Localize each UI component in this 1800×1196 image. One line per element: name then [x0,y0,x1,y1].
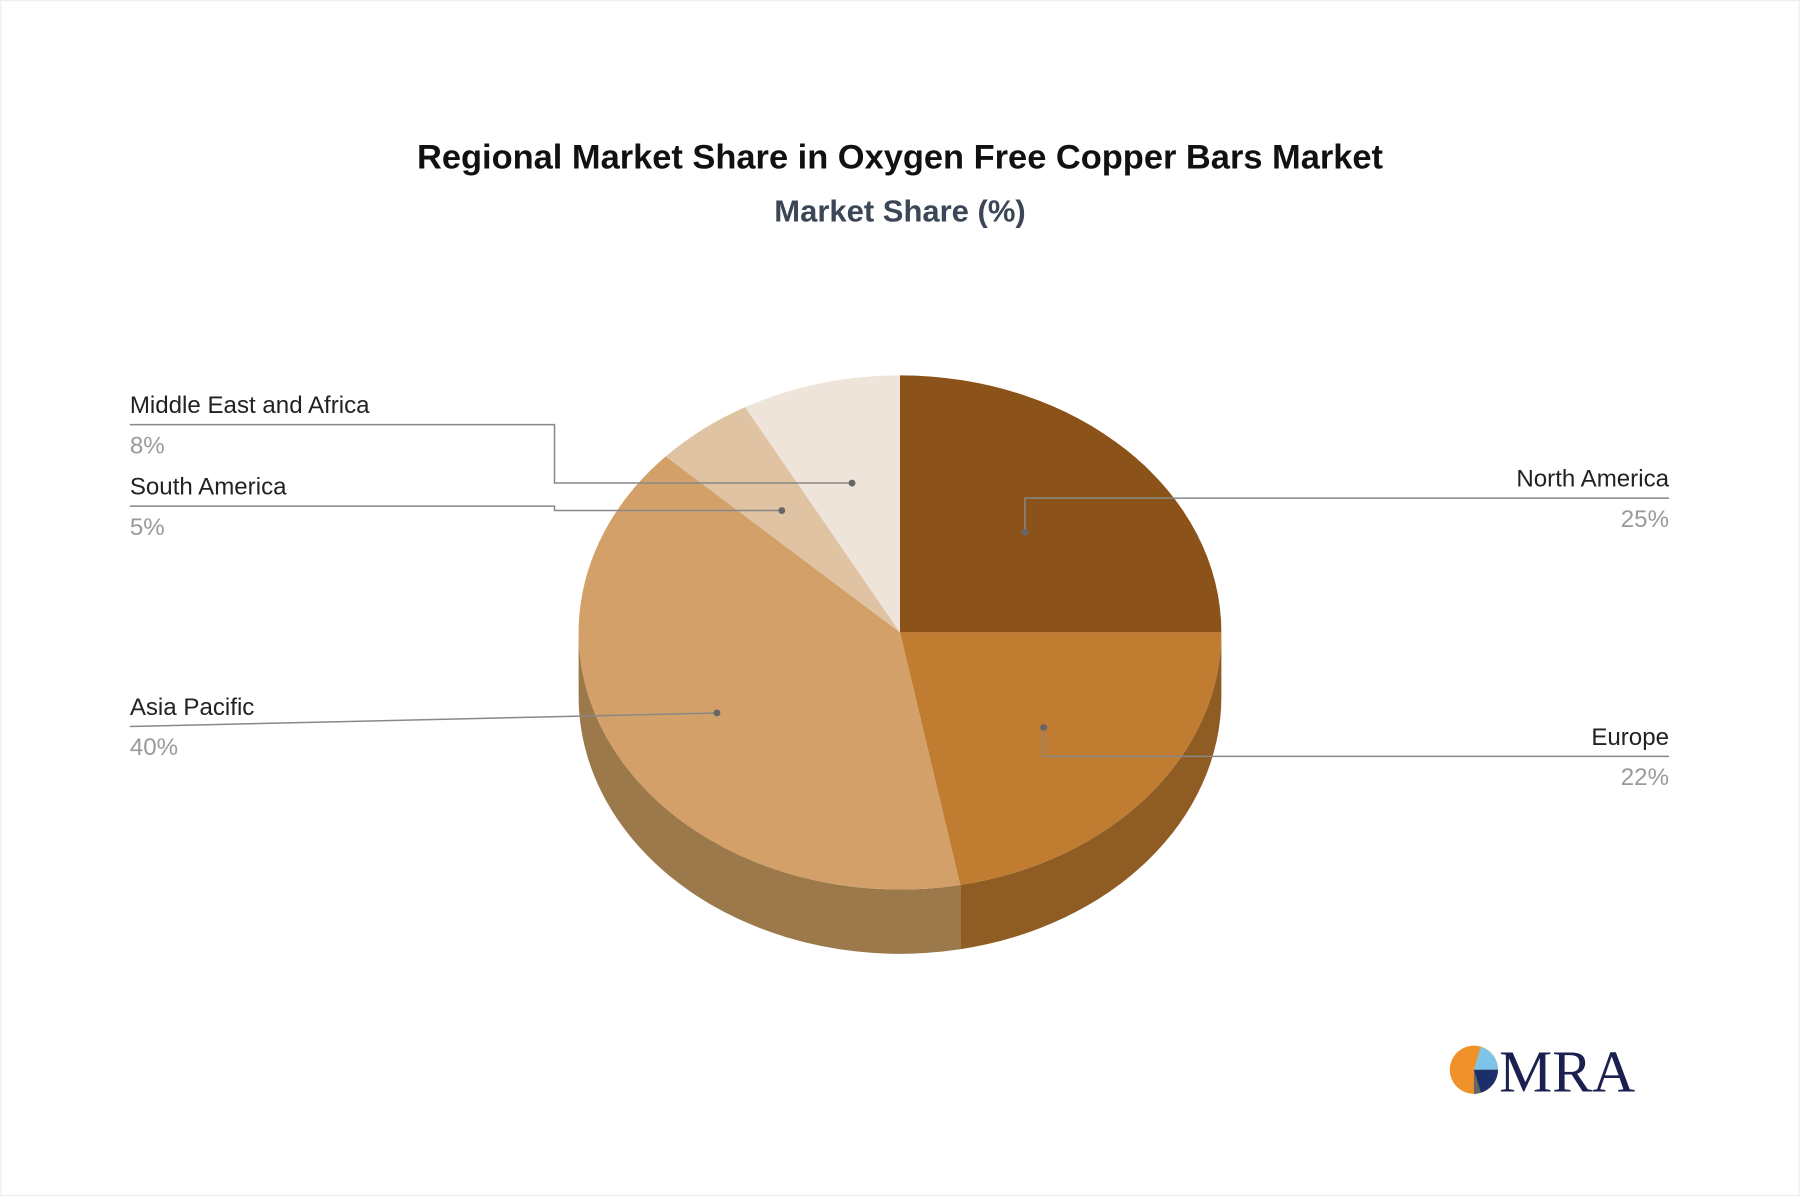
label-middle-east-and-africa: Middle East and Africa 8% [129,392,856,487]
slice-side-asia-pacific [578,632,961,954]
slice-middle-east-and-africa[interactable] [745,375,900,633]
slice-label: Asia Pacific [130,694,255,721]
label-south-america: South America 5% [129,474,786,541]
slice-south-america[interactable] [665,407,900,633]
slice-label: South America [130,474,287,501]
slice-label: Europe [1591,724,1669,751]
leader-line [1024,497,1670,533]
logo-text: MRA [1499,1039,1635,1105]
slice-label: Middle East and Africa [130,392,370,419]
label-asia-pacific: Asia Pacific 40% [129,694,721,761]
slice-value: 25% [1621,506,1669,533]
mra-logo: MRA [1449,1039,1635,1105]
label-north-america: North America 25% [1021,466,1670,536]
leader-dot [778,507,786,514]
leader-line [129,712,717,728]
chart-subtitle: Market Share (%) [774,194,1025,229]
slice-europe[interactable] [900,632,1222,885]
leader-dot [1040,724,1048,731]
leader-line [1042,727,1670,758]
leader-dot [848,479,856,487]
leader-dot [1021,528,1029,536]
chart-title: Regional Market Share in Oxygen Free Cop… [417,139,1384,177]
slice-value: 8% [130,432,165,459]
slice-label: North America [1516,466,1669,493]
slice-value: 5% [130,514,165,541]
label-europe: Europe 22% [1040,724,1669,791]
slice-side-europe [960,632,1222,950]
leader-line [129,505,782,512]
leader-line [129,423,853,484]
slice-value: 40% [130,734,178,761]
slice-north-america[interactable] [900,375,1222,633]
slice-asia-pacific[interactable] [578,456,961,890]
slice-value: 22% [1621,764,1669,791]
leader-dot [713,709,721,717]
